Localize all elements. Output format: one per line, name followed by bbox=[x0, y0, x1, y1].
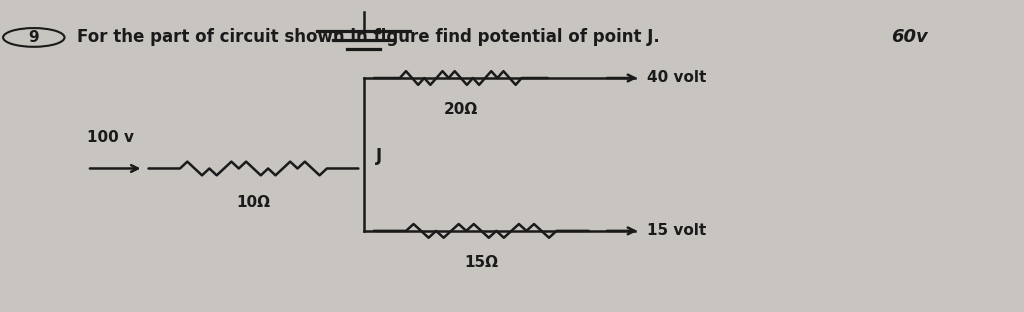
Text: 15Ω: 15Ω bbox=[464, 255, 499, 270]
Text: 9: 9 bbox=[29, 30, 39, 45]
Text: 100 v: 100 v bbox=[87, 130, 134, 145]
Text: 10Ω: 10Ω bbox=[237, 195, 270, 210]
Text: 40 volt: 40 volt bbox=[647, 71, 707, 85]
Text: 60v: 60v bbox=[891, 28, 928, 46]
Text: For the part of circuit shown in figure find potential of point J.: For the part of circuit shown in figure … bbox=[77, 28, 659, 46]
Text: 20Ω: 20Ω bbox=[443, 102, 478, 117]
Text: 15 volt: 15 volt bbox=[647, 223, 707, 238]
Text: J: J bbox=[376, 147, 382, 165]
